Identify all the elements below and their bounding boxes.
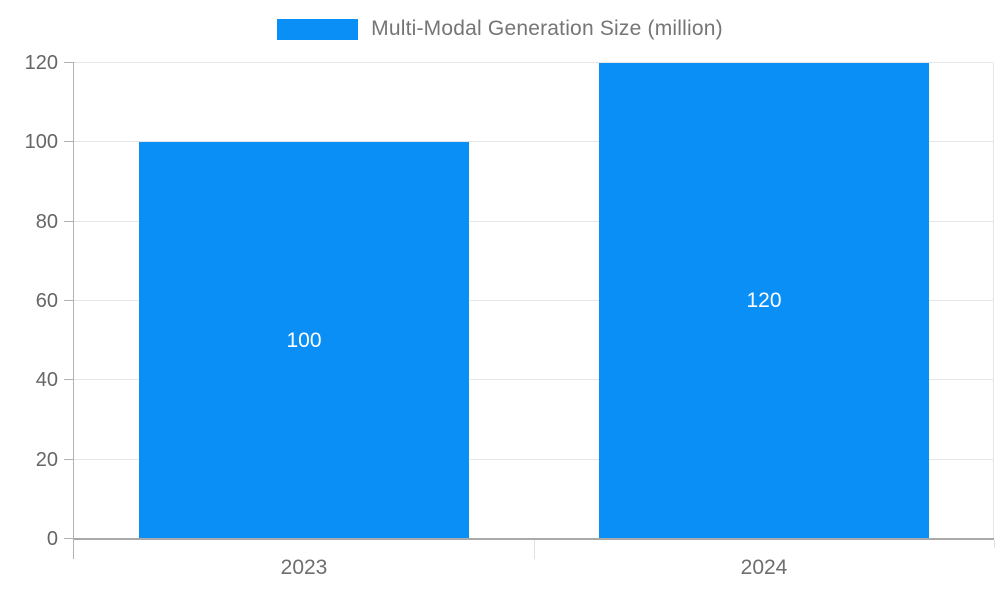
y-axis-tick [64, 62, 74, 63]
y-axis-tick-label: 100 [24, 131, 58, 154]
legend-swatch [277, 18, 359, 40]
bar-value-label: 100 [286, 328, 322, 352]
x-axis-band-tick [534, 540, 535, 559]
bar-value-label: 120 [746, 289, 782, 312]
x-axis-line [74, 538, 994, 540]
y-axis-tick-label: 60 [35, 290, 58, 312]
gridline [74, 62, 993, 63]
y-axis-tick [64, 458, 74, 460]
y-axis-tick [64, 538, 74, 539]
y-axis-tick [64, 379, 74, 381]
y-axis-line [73, 63, 74, 559]
gridline [74, 379, 993, 381]
bar-2024[interactable]: 120 [599, 63, 929, 539]
x-axis-tick-label: 2024 [740, 556, 788, 579]
legend-label: Multi-Modal Generation Size (million) [371, 17, 723, 40]
gridline [74, 300, 993, 301]
y-axis-tick-label: 0 [46, 528, 58, 550]
y-axis-tick [64, 300, 74, 301]
gridline [74, 220, 993, 222]
y-axis-tick [64, 141, 74, 143]
x-axis-end-tick [994, 540, 995, 548]
y-axis-tick-label: 20 [35, 448, 58, 471]
y-axis-tick-label: 120 [24, 52, 58, 74]
gridline [74, 141, 993, 143]
gridline [74, 458, 993, 460]
bar-2023[interactable]: 100 [139, 142, 469, 539]
y-axis-tick-label: 80 [35, 210, 58, 233]
x-axis-tick-label: 2023 [280, 556, 328, 579]
chart-legend[interactable]: Multi-Modal Generation Size (million) [0, 17, 1000, 41]
y-axis-tick-label: 40 [35, 369, 58, 392]
y-axis-tick [64, 220, 74, 222]
plot-area: 100 120 [74, 62, 994, 539]
